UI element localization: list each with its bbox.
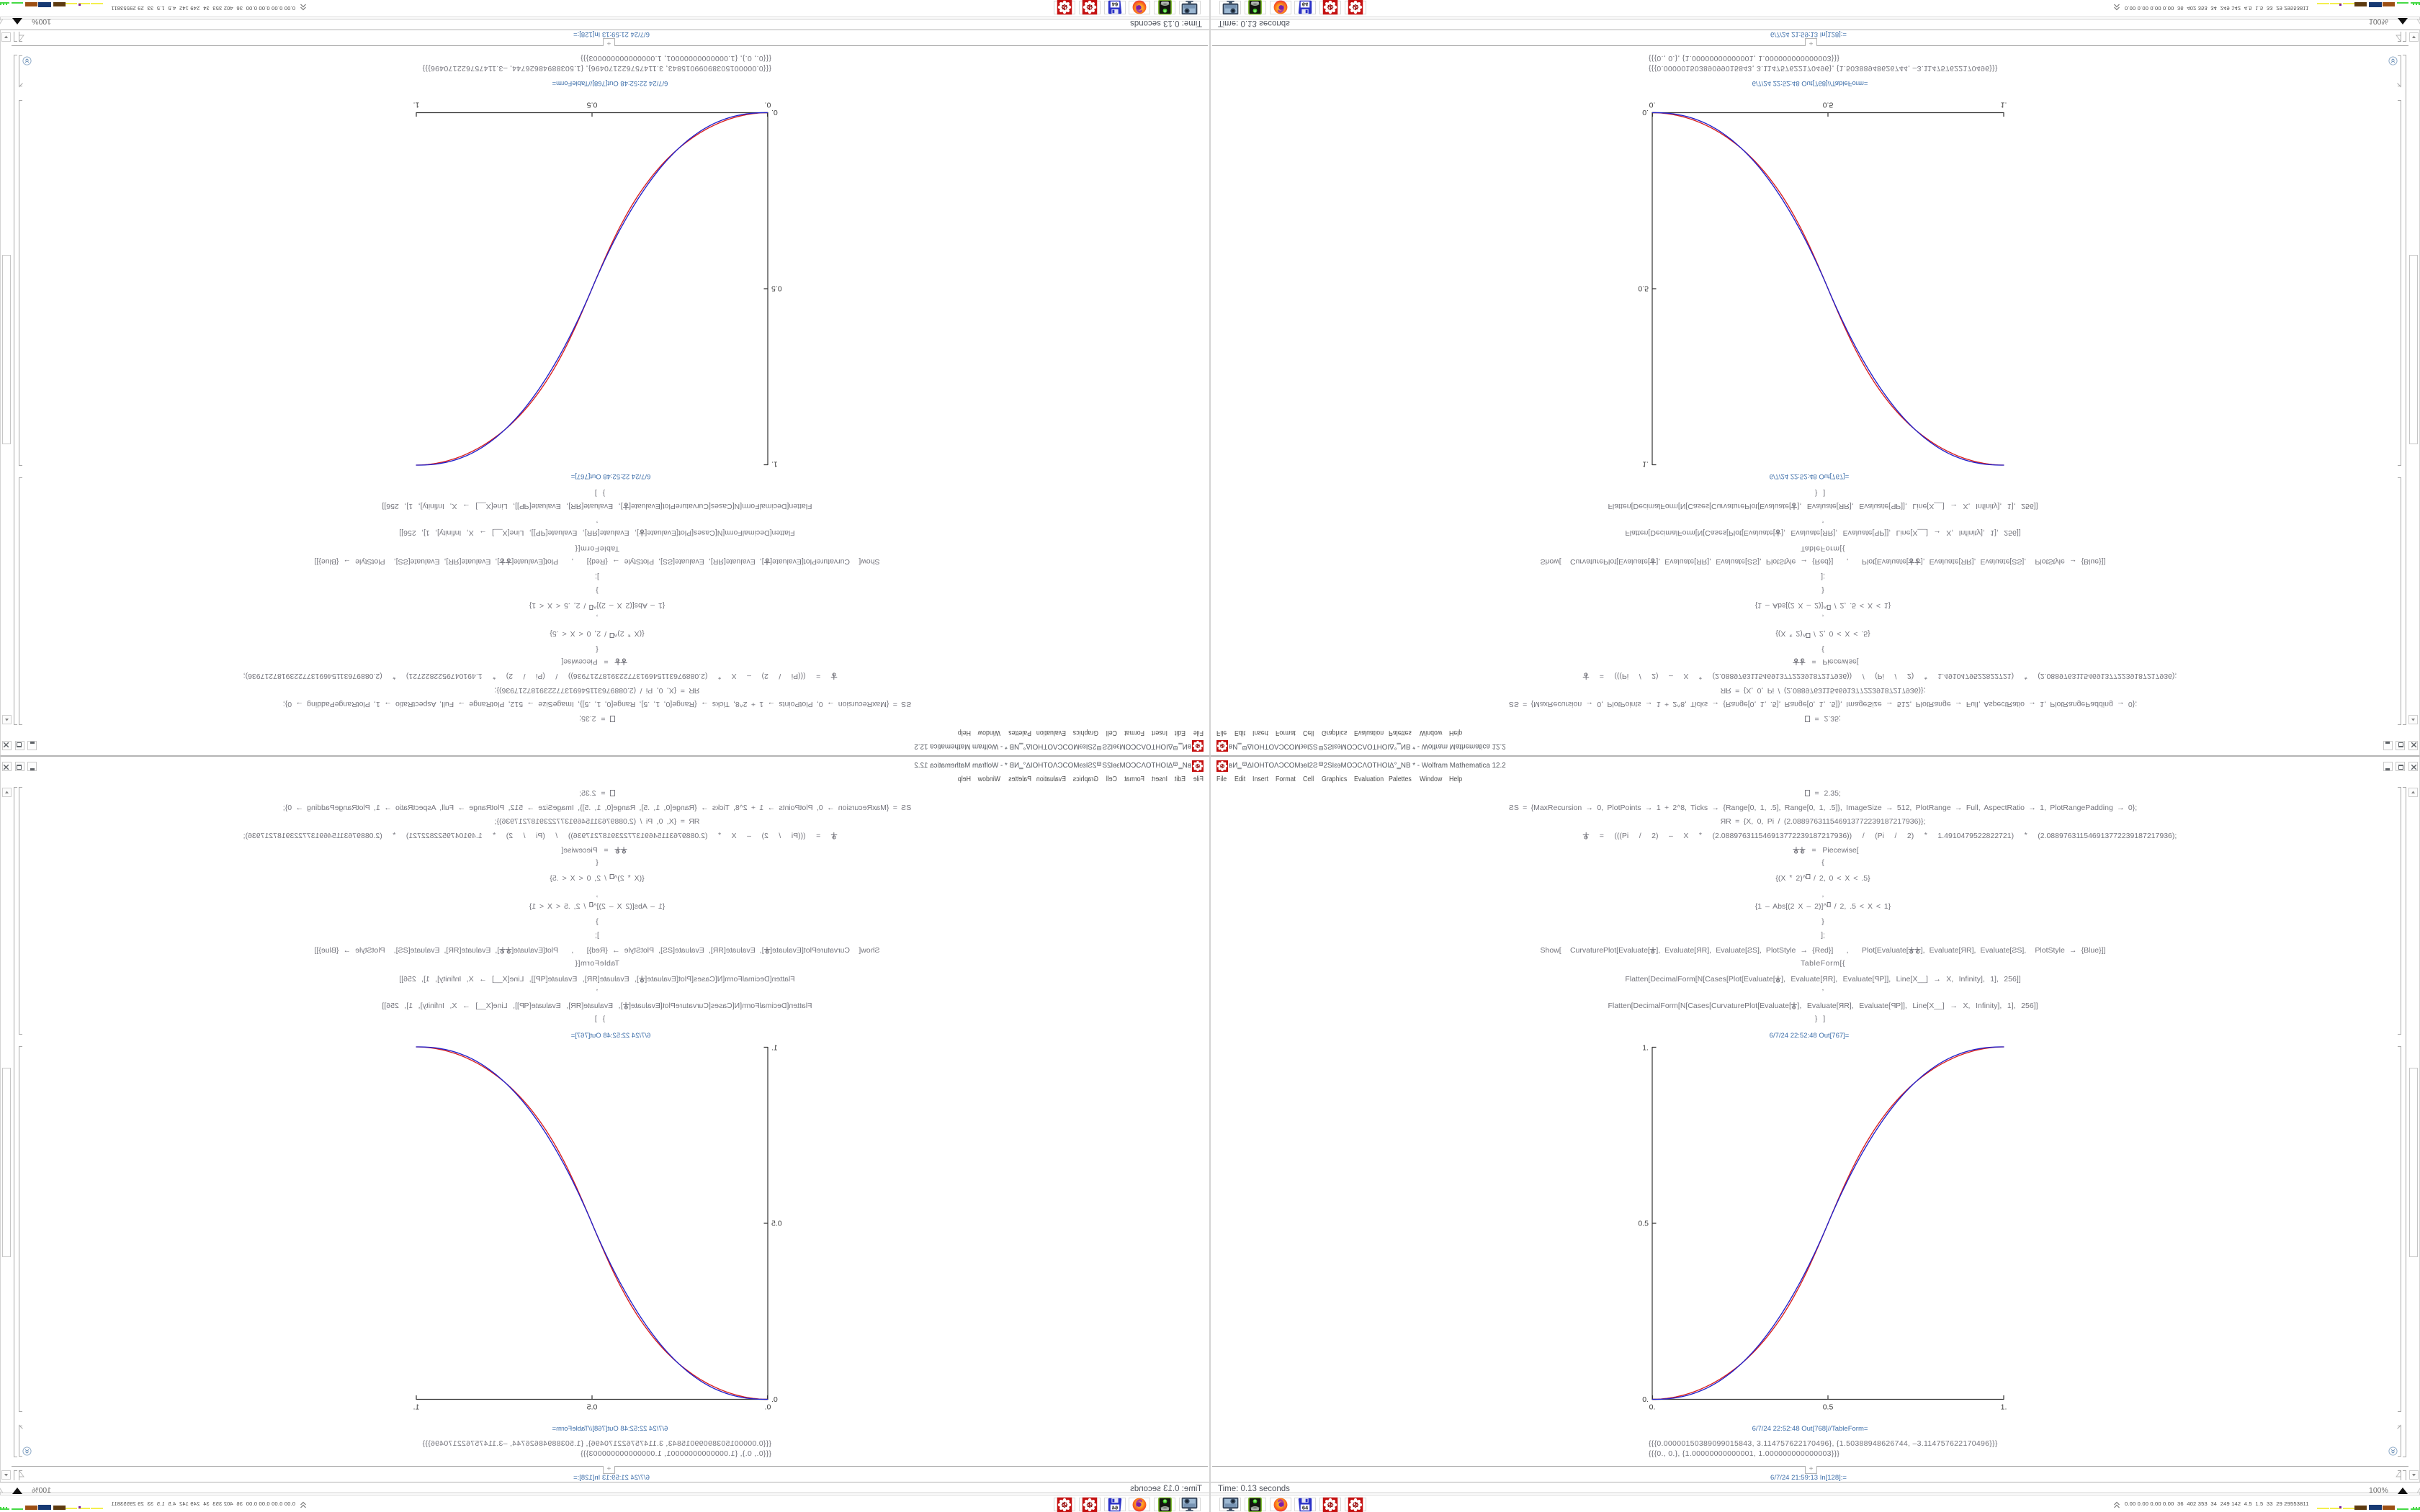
svg-text:0.5: 0.5 [1638,284,1649,293]
svg-text:0.: 0. [765,1403,771,1412]
svg-text:1.: 1. [413,101,420,109]
svg-text:1.: 1. [771,460,778,469]
svg-text:1.: 1. [1642,460,1649,469]
svg-text:0.5: 0.5 [1823,1403,1834,1412]
svg-text:0.5: 0.5 [587,1403,598,1412]
svg-text:1.: 1. [2001,1403,2007,1412]
svg-text:0.5: 0.5 [587,101,598,109]
svg-text:0.5: 0.5 [771,284,782,293]
svg-text:64: 64 [1302,1504,1309,1511]
svg-text:0.: 0. [771,108,778,117]
svg-text:64: 64 [1111,1504,1118,1511]
svg-text:0.: 0. [1649,101,1656,109]
svg-text:0.5: 0.5 [771,1220,782,1228]
svg-text:0.: 0. [771,1395,778,1404]
svg-text:1.: 1. [413,1403,420,1412]
svg-text:1.: 1. [771,1044,778,1053]
svg-text:0.: 0. [1642,108,1649,117]
svg-text:0.: 0. [765,101,771,109]
svg-text:64: 64 [1111,1,1118,8]
svg-text:64: 64 [1302,1,1309,8]
svg-text:0.5: 0.5 [1823,101,1834,109]
svg-text:0.: 0. [1649,1403,1656,1412]
svg-text:1.: 1. [1642,1044,1649,1053]
svg-text:1.: 1. [2001,101,2007,109]
svg-text:0.5: 0.5 [1638,1220,1649,1228]
svg-text:0.: 0. [1642,1395,1649,1404]
